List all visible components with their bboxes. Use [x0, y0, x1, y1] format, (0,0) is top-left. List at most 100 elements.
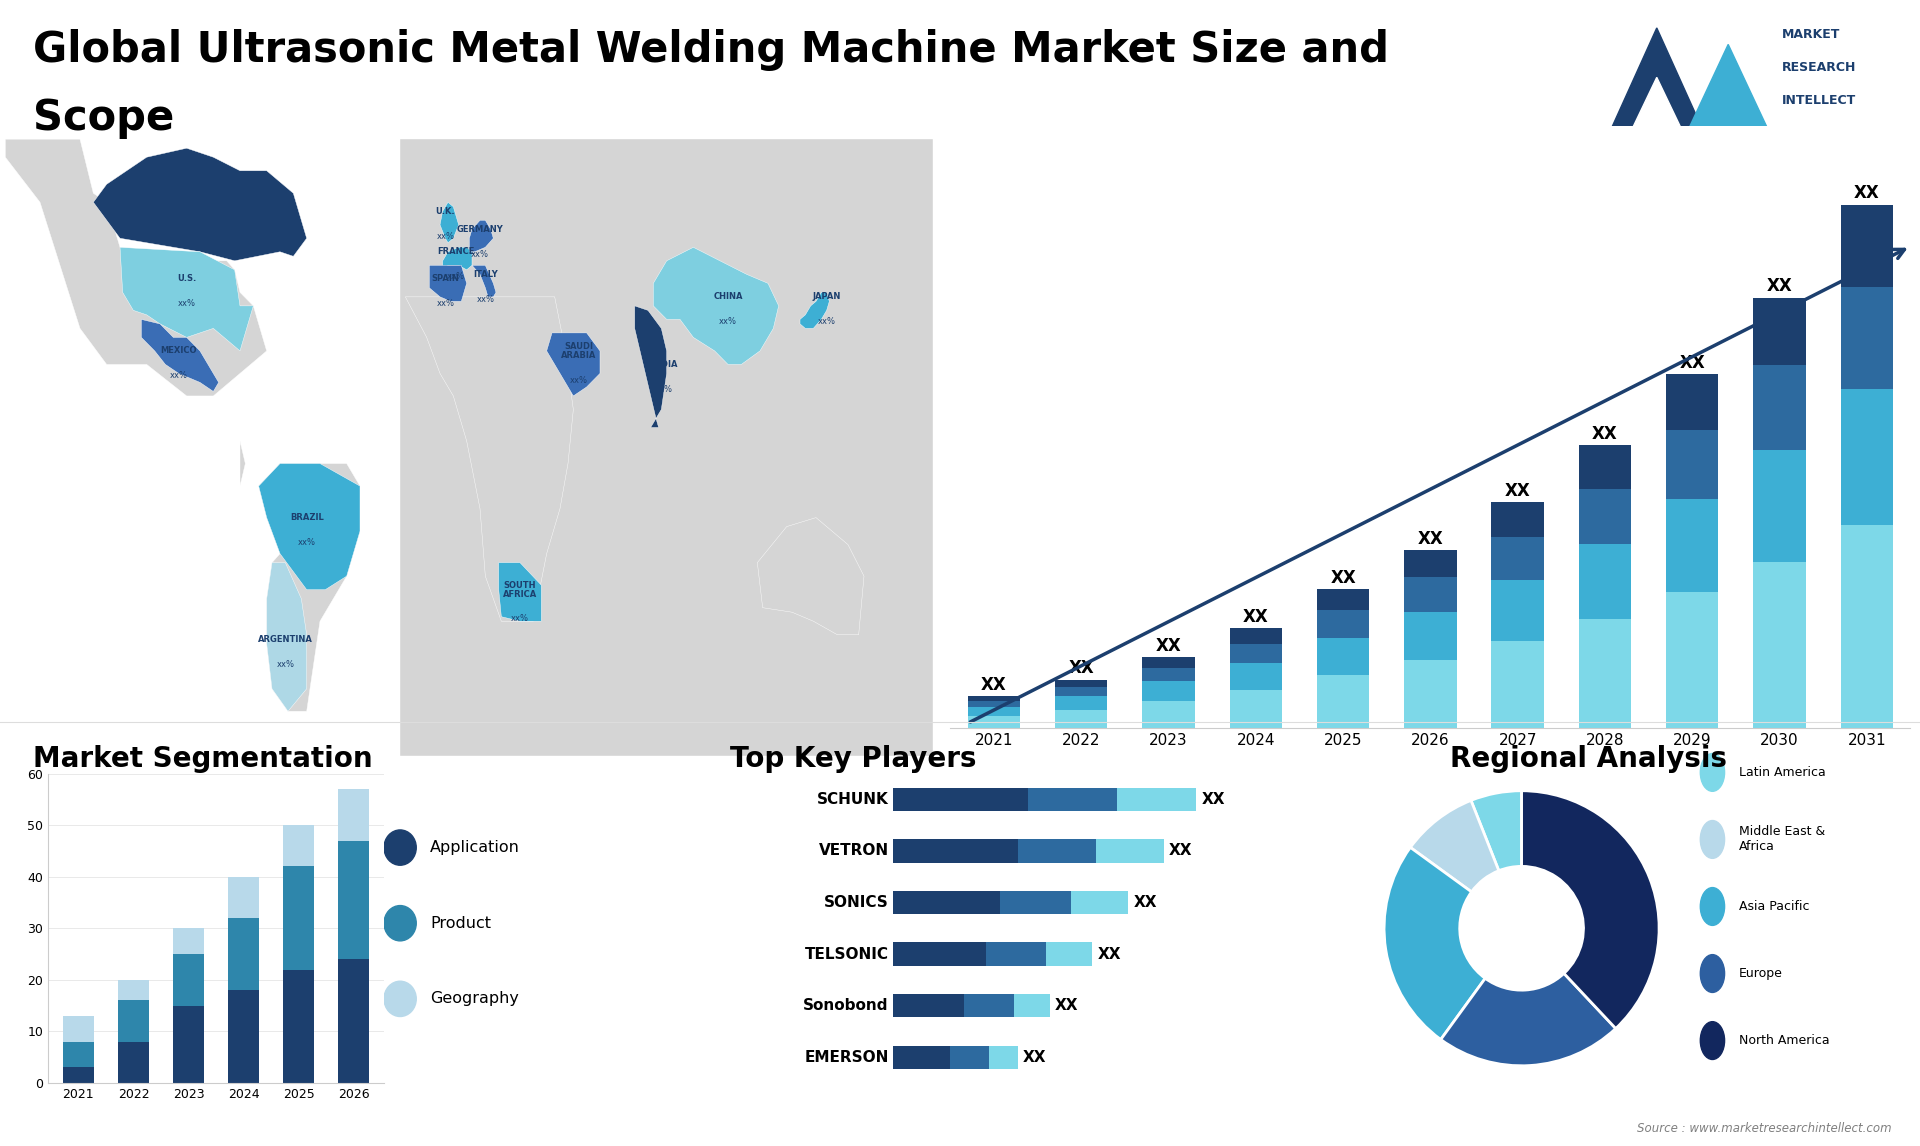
Polygon shape — [547, 332, 599, 397]
Bar — [893, 942, 985, 966]
Bar — [1404, 550, 1457, 578]
Bar — [1029, 787, 1117, 811]
Bar — [63, 1068, 94, 1083]
Text: SPAIN: SPAIN — [432, 274, 459, 283]
Text: Scope: Scope — [33, 97, 175, 140]
Bar — [893, 787, 1029, 811]
Bar — [1404, 578, 1457, 612]
Bar — [1229, 644, 1283, 664]
Text: CANADA: CANADA — [154, 175, 194, 185]
Text: XX: XX — [1202, 792, 1225, 807]
Bar — [968, 716, 1020, 728]
Wedge shape — [1384, 847, 1486, 1039]
Text: Asia Pacific: Asia Pacific — [1740, 900, 1809, 913]
Bar — [1317, 637, 1369, 675]
Polygon shape — [405, 297, 574, 621]
Polygon shape — [119, 248, 253, 351]
Text: XX: XX — [1855, 185, 1880, 203]
Text: xx%: xx% — [436, 231, 455, 241]
Circle shape — [1701, 754, 1724, 792]
Circle shape — [384, 830, 417, 865]
Text: XX: XX — [1242, 609, 1269, 626]
Text: Application: Application — [430, 840, 520, 855]
Bar — [1753, 563, 1805, 728]
Polygon shape — [267, 563, 307, 712]
Text: XX: XX — [1068, 659, 1094, 677]
Bar — [1317, 675, 1369, 728]
Text: xx%: xx% — [436, 299, 455, 308]
Text: Source : www.marketresearchintellect.com: Source : www.marketresearchintellect.com — [1636, 1122, 1891, 1135]
Text: XX: XX — [1098, 947, 1121, 961]
Bar — [1404, 660, 1457, 728]
Bar — [1142, 657, 1194, 668]
Bar — [119, 980, 148, 1000]
Bar — [893, 890, 1000, 915]
Text: Top Key Players: Top Key Players — [730, 745, 975, 772]
Text: XX: XX — [1023, 1050, 1046, 1065]
Text: xx%: xx% — [655, 385, 674, 394]
Bar — [338, 788, 369, 841]
Text: XX: XX — [1169, 843, 1192, 858]
Text: MEXICO: MEXICO — [161, 346, 198, 355]
Bar — [1056, 680, 1108, 688]
Bar — [173, 953, 204, 1006]
Circle shape — [384, 905, 417, 941]
Text: xx%: xx% — [179, 299, 196, 308]
Polygon shape — [636, 306, 666, 427]
Polygon shape — [440, 202, 459, 243]
Text: ARGENTINA: ARGENTINA — [257, 635, 313, 644]
Bar — [1018, 839, 1096, 863]
Text: XX: XX — [981, 676, 1006, 693]
Text: xx%: xx% — [298, 537, 315, 547]
Text: xx%: xx% — [276, 659, 294, 668]
Polygon shape — [430, 266, 467, 301]
Text: SCHUNK: SCHUNK — [816, 792, 889, 807]
Polygon shape — [142, 320, 219, 392]
Bar — [1667, 500, 1718, 592]
Text: SONICS: SONICS — [824, 895, 889, 910]
Text: SAUDI
ARABIA: SAUDI ARABIA — [561, 342, 597, 360]
Bar — [893, 1045, 950, 1069]
Bar — [1667, 430, 1718, 500]
Text: INDIA: INDIA — [651, 360, 678, 369]
Text: Latin America: Latin America — [1740, 766, 1826, 779]
Bar — [1492, 536, 1544, 580]
Bar — [1753, 449, 1805, 563]
Bar — [1014, 994, 1050, 1018]
Text: Europe: Europe — [1740, 967, 1784, 980]
Text: XX: XX — [1331, 570, 1356, 587]
Text: XX: XX — [1133, 895, 1158, 910]
Bar — [1046, 942, 1092, 966]
Text: Geography: Geography — [430, 991, 518, 1006]
Text: xx%: xx% — [570, 376, 588, 385]
Circle shape — [384, 981, 417, 1017]
Text: JAPAN: JAPAN — [812, 292, 841, 301]
Bar — [1404, 612, 1457, 660]
Bar — [985, 942, 1046, 966]
Bar — [173, 1006, 204, 1083]
Text: xx%: xx% — [476, 295, 493, 304]
Bar — [1000, 890, 1071, 915]
Bar — [1841, 204, 1893, 288]
Polygon shape — [259, 463, 361, 590]
Bar — [1056, 709, 1108, 728]
Text: Regional Analysis: Regional Analysis — [1450, 745, 1726, 772]
Wedge shape — [1411, 800, 1500, 892]
Text: INTELLECT: INTELLECT — [1782, 94, 1857, 107]
Bar — [1492, 502, 1544, 536]
Bar — [1578, 488, 1632, 544]
Bar — [1142, 668, 1194, 681]
Bar — [1492, 580, 1544, 641]
Bar — [1071, 890, 1129, 915]
Text: XX: XX — [1592, 425, 1619, 442]
Bar — [1753, 298, 1805, 366]
Polygon shape — [444, 248, 472, 269]
Bar — [1117, 787, 1196, 811]
Text: xx%: xx% — [511, 614, 530, 623]
Bar — [1578, 620, 1632, 728]
Text: xx%: xx% — [447, 272, 465, 281]
Text: U.K.: U.K. — [436, 206, 455, 215]
Polygon shape — [6, 139, 267, 397]
Bar — [1142, 700, 1194, 728]
Bar — [1492, 641, 1544, 728]
